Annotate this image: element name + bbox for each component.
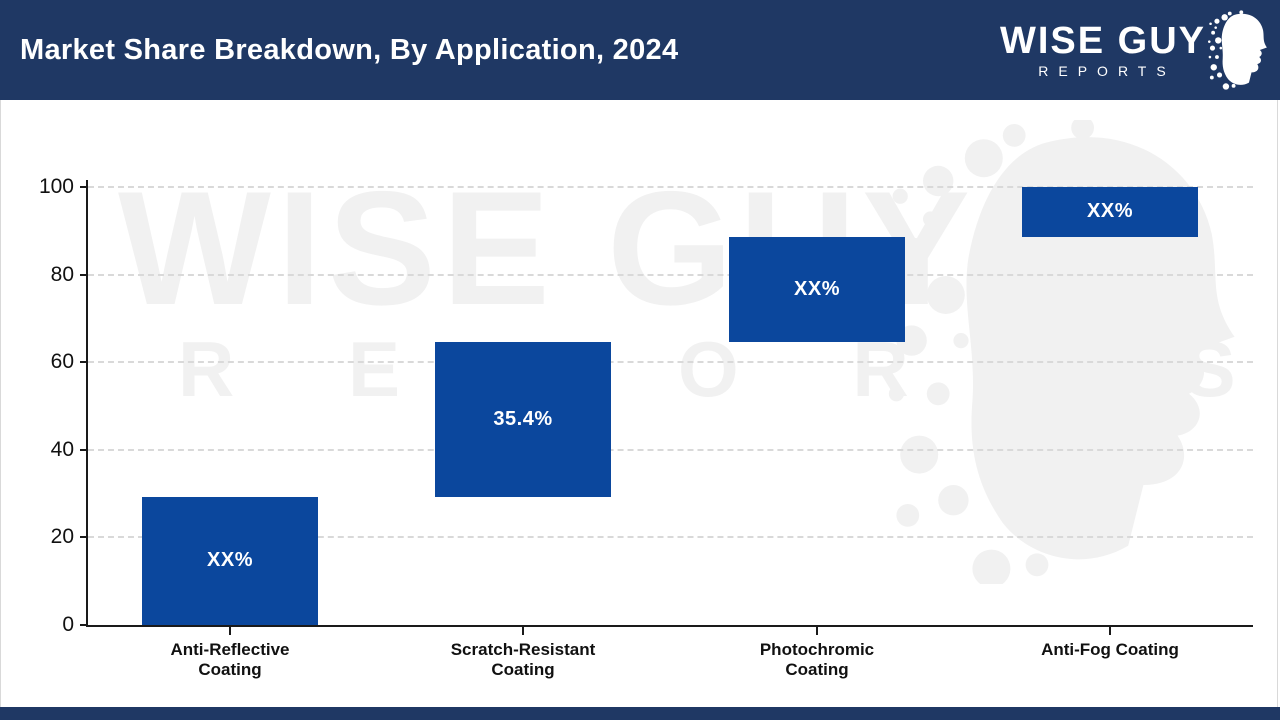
brand-name: WISE GUY [999,19,1206,62]
y-gridline [88,448,1253,451]
x-tick-mark [816,627,818,635]
bar-segment: XX% [142,496,318,625]
y-tick-label: 100 [38,175,74,198]
y-tick-mark [80,624,87,626]
x-category-label-line: Coating [198,660,262,679]
header-bar: Market Share Breakdown, By Application, … [0,0,1280,100]
y-tick-label: 80 [50,262,74,286]
bar-segment: XX% [1022,187,1198,237]
x-category-label: Anti-Reflective Coating [100,640,360,680]
x-tick-mark [1109,627,1111,635]
brand-face-icon [1208,10,1267,90]
y-tick-mark [80,361,87,364]
x-category-label: Photochromic Coating [687,640,947,680]
y-tick-mark [80,448,87,451]
x-category-label-line: Scratch-Resistant [450,640,596,659]
x-category-label: Scratch-Resistant Coating [393,640,653,680]
y-gridline [88,273,1253,276]
x-category-label-line: Coating [491,660,555,679]
bar-value-label: XX% [794,277,840,300]
bar-value-label: XX% [207,549,253,572]
x-tick-mark [522,627,524,635]
y-gridline [88,186,1253,188]
bar-segment: XX% [729,236,905,342]
y-tick-label: 60 [50,350,74,374]
x-category-label: Anti-Fog Coating [980,640,1240,660]
bar-value-label: XX% [1087,200,1133,223]
y-tick-mark [80,186,87,188]
footer-bar [0,707,1280,720]
x-axis-line [86,625,1253,627]
x-category-label-line: Anti-Fog Coating [1041,640,1179,659]
brand-logo: WISE GUY REPORTS [1000,4,1272,96]
x-category-label-line: Coating [785,660,849,679]
bar-segment: 35.4% [435,341,611,497]
y-axis-line [86,180,88,627]
brand-logo-text: WISE GUY REPORTS [1000,22,1206,79]
chart-title: Market Share Breakdown, By Application, … [20,33,679,66]
y-gridline [88,536,1253,539]
y-tick-label: 0 [62,613,74,636]
brand-subtitle: REPORTS [1038,62,1176,79]
y-tick-mark [80,273,87,276]
y-gridline [88,361,1253,364]
x-category-label-line: Anti-Reflective [170,640,290,659]
x-tick-mark [229,627,231,635]
y-tick-mark [80,536,87,539]
x-category-label-line: Photochromic [759,640,875,659]
y-tick-label: 40 [50,437,74,461]
bar-value-label: 35.4% [493,407,553,430]
y-tick-label: 20 [50,525,74,549]
